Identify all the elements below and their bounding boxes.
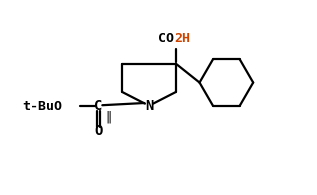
Text: N: N bbox=[145, 99, 153, 113]
Text: 2H: 2H bbox=[174, 32, 190, 45]
Text: O: O bbox=[94, 124, 103, 138]
Text: ‖: ‖ bbox=[106, 111, 112, 124]
Text: CO: CO bbox=[158, 32, 174, 45]
Text: C: C bbox=[94, 99, 103, 113]
Text: t-BuO: t-BuO bbox=[22, 100, 62, 113]
